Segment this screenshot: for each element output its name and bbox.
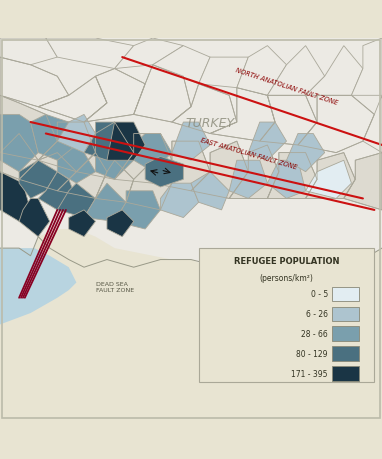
Polygon shape bbox=[229, 146, 279, 199]
Bar bbox=[332, 366, 359, 381]
Bar bbox=[332, 347, 359, 361]
Polygon shape bbox=[115, 134, 172, 184]
Polygon shape bbox=[38, 172, 76, 210]
Polygon shape bbox=[363, 96, 382, 153]
Polygon shape bbox=[298, 96, 374, 153]
Polygon shape bbox=[115, 191, 160, 230]
Polygon shape bbox=[84, 184, 126, 222]
Polygon shape bbox=[0, 249, 382, 420]
Text: DEAD SEA
FAULT ZONE: DEAD SEA FAULT ZONE bbox=[96, 281, 134, 292]
Text: 28 - 66: 28 - 66 bbox=[301, 330, 328, 338]
Polygon shape bbox=[267, 46, 325, 96]
Polygon shape bbox=[199, 58, 248, 89]
Text: 0 - 5: 0 - 5 bbox=[311, 290, 328, 299]
Polygon shape bbox=[0, 230, 38, 249]
Polygon shape bbox=[351, 39, 382, 96]
Polygon shape bbox=[107, 123, 145, 161]
Text: SYRIA: SYRIA bbox=[230, 318, 267, 331]
Polygon shape bbox=[153, 46, 210, 84]
Polygon shape bbox=[199, 249, 374, 382]
Polygon shape bbox=[0, 39, 382, 271]
Text: TURKEY: TURKEY bbox=[186, 116, 235, 129]
Polygon shape bbox=[0, 115, 38, 172]
Polygon shape bbox=[134, 66, 191, 123]
Polygon shape bbox=[260, 96, 317, 146]
Polygon shape bbox=[38, 123, 96, 172]
Polygon shape bbox=[0, 172, 31, 222]
Polygon shape bbox=[19, 153, 76, 191]
Text: 171 - 395: 171 - 395 bbox=[291, 369, 328, 378]
Polygon shape bbox=[84, 69, 145, 123]
Polygon shape bbox=[306, 46, 363, 96]
Polygon shape bbox=[210, 89, 275, 142]
Polygon shape bbox=[31, 115, 76, 161]
Polygon shape bbox=[267, 161, 306, 199]
Polygon shape bbox=[19, 161, 57, 199]
Polygon shape bbox=[0, 96, 57, 161]
Polygon shape bbox=[0, 134, 38, 180]
Polygon shape bbox=[267, 153, 317, 199]
Polygon shape bbox=[126, 161, 172, 210]
Polygon shape bbox=[248, 123, 286, 161]
Polygon shape bbox=[38, 77, 107, 123]
Polygon shape bbox=[57, 115, 96, 153]
Polygon shape bbox=[191, 142, 248, 199]
Bar bbox=[332, 287, 359, 302]
Polygon shape bbox=[172, 84, 237, 134]
Polygon shape bbox=[57, 153, 107, 199]
Polygon shape bbox=[76, 123, 134, 180]
Polygon shape bbox=[229, 161, 267, 199]
Polygon shape bbox=[46, 39, 134, 69]
Bar bbox=[332, 307, 359, 321]
Bar bbox=[332, 327, 359, 341]
Polygon shape bbox=[96, 142, 134, 180]
Polygon shape bbox=[237, 46, 286, 96]
Polygon shape bbox=[134, 134, 172, 172]
Polygon shape bbox=[84, 123, 122, 161]
Polygon shape bbox=[57, 146, 96, 184]
Polygon shape bbox=[344, 153, 382, 210]
Text: REFUGEE POPULATION: REFUGEE POPULATION bbox=[234, 256, 339, 265]
Polygon shape bbox=[0, 58, 69, 107]
Polygon shape bbox=[145, 157, 183, 188]
Text: EAST ANATOLIAN FAULT ZONE: EAST ANATOLIAN FAULT ZONE bbox=[199, 137, 297, 170]
Polygon shape bbox=[115, 39, 183, 69]
Polygon shape bbox=[153, 142, 210, 191]
Polygon shape bbox=[172, 123, 210, 161]
Polygon shape bbox=[69, 210, 96, 237]
Polygon shape bbox=[107, 210, 134, 237]
Polygon shape bbox=[96, 161, 134, 203]
Polygon shape bbox=[306, 153, 355, 199]
Polygon shape bbox=[0, 39, 57, 66]
Polygon shape bbox=[191, 172, 229, 210]
Text: (persons/km²): (persons/km²) bbox=[259, 273, 314, 282]
Polygon shape bbox=[306, 161, 351, 199]
Polygon shape bbox=[19, 199, 50, 237]
Text: 6 - 26: 6 - 26 bbox=[306, 310, 328, 319]
Text: NORTH ANATOLIAN FAULT ZONE: NORTH ANATOLIAN FAULT ZONE bbox=[235, 67, 338, 106]
Polygon shape bbox=[160, 184, 199, 218]
Polygon shape bbox=[286, 134, 325, 172]
Polygon shape bbox=[0, 249, 76, 325]
Text: 80 - 129: 80 - 129 bbox=[296, 349, 328, 358]
Polygon shape bbox=[57, 184, 96, 218]
